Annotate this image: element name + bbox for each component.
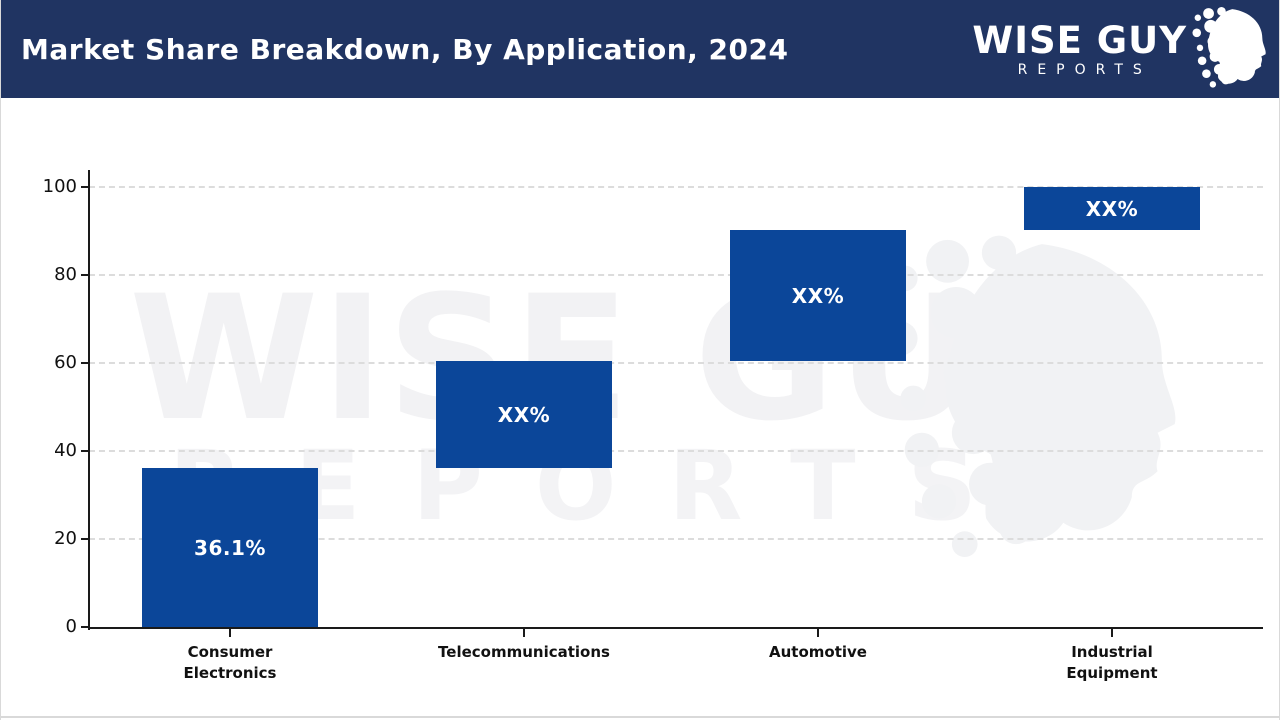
y-tick-mark	[81, 450, 89, 452]
gridline-y-20	[89, 538, 1263, 540]
plot-area: 0 20 40 60 80 100 36.1% Consumer Electronics XX% T…	[1, 98, 1279, 720]
bar-1: 36.1%	[142, 468, 318, 627]
gridline-y-60	[89, 362, 1263, 364]
x-axis-category-label: Automotive	[698, 642, 938, 663]
x-tick-mark	[817, 629, 819, 637]
x-tick-mark	[1111, 629, 1113, 637]
header-bar: Market Share Breakdown, By Application, …	[1, 0, 1279, 98]
bar-4: XX%	[1024, 187, 1200, 231]
y-tick-label: 20	[54, 528, 77, 549]
watermark-text: WISE GUY	[129, 258, 1106, 459]
logo-brand-name: WISE GUY	[972, 19, 1187, 62]
y-tick-label: 80	[54, 264, 77, 285]
bar-2: XX%	[436, 361, 612, 469]
y-tick-label: 60	[54, 352, 77, 373]
x-axis-category-line: Telecommunications	[438, 643, 610, 661]
y-tick-label: 40	[54, 440, 77, 461]
x-axis-category-line: Consumer	[187, 643, 273, 661]
y-tick-mark	[81, 626, 89, 628]
bar-value-label: XX%	[791, 283, 845, 308]
x-axis-category-line: Industrial	[1071, 643, 1153, 661]
wiseguy-logo-text: WISE GUY REPORTS	[972, 21, 1187, 79]
wiseguy-head-icon	[1189, 7, 1269, 93]
gridline-y-100	[89, 186, 1263, 188]
y-tick-mark	[81, 186, 89, 188]
x-tick-mark	[229, 629, 231, 637]
page-title: Market Share Breakdown, By Application, …	[21, 32, 789, 66]
wiseguy-logo: WISE GUY REPORTS	[972, 6, 1269, 94]
bar-value-label: XX%	[1085, 196, 1139, 221]
y-tick-mark	[81, 538, 89, 540]
x-tick-mark	[523, 629, 525, 637]
x-axis-category-line: Automotive	[769, 643, 867, 661]
x-axis-category-line: Electronics	[183, 664, 277, 682]
x-axis-category-label: Telecommunications	[404, 642, 644, 663]
y-axis	[88, 170, 90, 630]
y-tick-label: 0	[65, 616, 77, 637]
bar-value-label: 36.1%	[194, 535, 266, 560]
bottom-border	[1, 716, 1279, 718]
y-tick-mark	[81, 362, 89, 364]
x-axis-category-label: Consumer Electronics	[110, 642, 350, 684]
y-tick-label: 100	[42, 176, 77, 197]
bar-value-label: XX%	[497, 402, 551, 427]
bar-3: XX%	[730, 230, 906, 362]
logo-brand-sub: REPORTS	[1017, 62, 1152, 78]
x-axis-category-label: Industrial Equipment	[992, 642, 1232, 684]
gridline-y-40	[89, 450, 1263, 452]
gridline-y-80	[89, 274, 1263, 276]
x-axis-category-line: Equipment	[1066, 664, 1158, 682]
y-tick-mark	[81, 274, 89, 276]
x-axis	[88, 627, 1263, 629]
